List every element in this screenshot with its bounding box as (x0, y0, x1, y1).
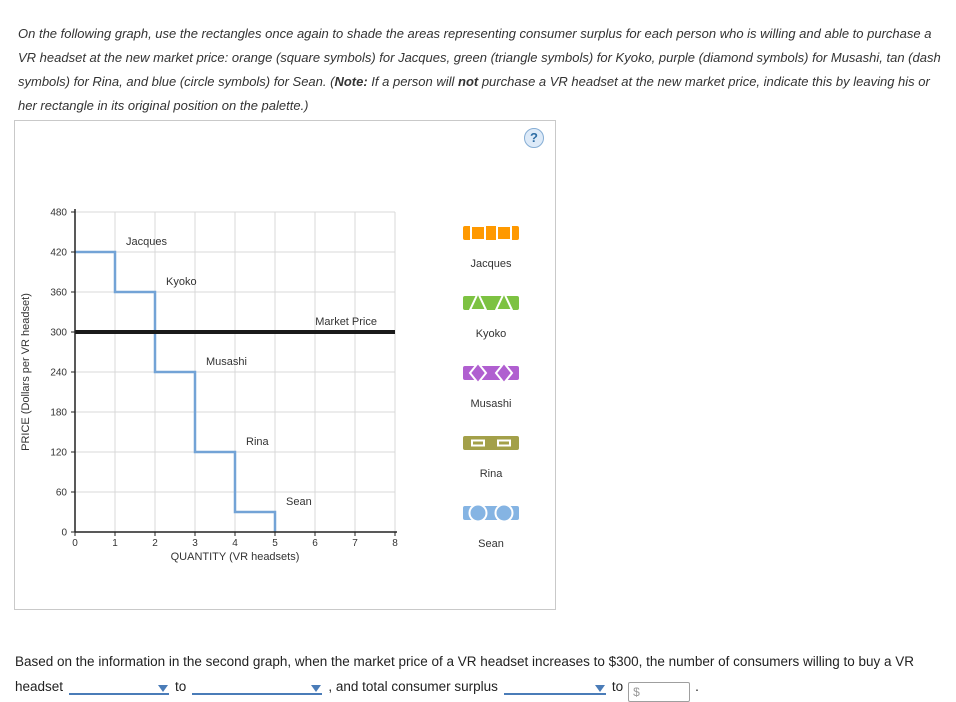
palette-item-kyoko[interactable]: Kyoko (431, 287, 551, 357)
palette-label: Sean (478, 538, 504, 550)
jacques-square-rectangle-icon (463, 225, 519, 241)
question-to1: to (175, 678, 187, 694)
x-tick-label: 2 (152, 538, 158, 549)
question-period: . (695, 678, 699, 694)
y-tick-label: 300 (50, 328, 67, 339)
y-tick-label: 420 (50, 248, 67, 259)
kyoko-triangle-rectangle-icon (463, 290, 519, 311)
step-label: Rina (246, 436, 270, 448)
y-tick-label: 480 (50, 208, 67, 219)
symbol-palette: Jacques Kyoko Musashi Rina Sean (431, 217, 551, 567)
step-label: Kyoko (166, 276, 197, 288)
demand-curve (75, 250, 277, 532)
dropdown-arrow-icon (594, 684, 605, 692)
question-part2: , and total consumer surplus (328, 678, 498, 694)
dropdown-number-of-consumers-value[interactable] (192, 682, 323, 695)
dropdown-number-of-consumers-change[interactable] (69, 682, 170, 695)
palette-item-musashi[interactable]: Musashi (431, 357, 551, 427)
dropdown-arrow-icon (158, 684, 169, 692)
y-tick-label: 60 (56, 488, 68, 499)
y-tick-label: 0 (61, 528, 67, 539)
step-label: Sean (286, 496, 312, 508)
market-price-label: Market Price (315, 316, 377, 328)
palette-item-rina[interactable]: Rina (431, 427, 551, 497)
x-tick-label: 3 (192, 538, 198, 549)
x-tick-label: 6 (312, 538, 318, 549)
help-icon[interactable]: ? (524, 128, 544, 148)
instructions-note-label: Note: (334, 74, 368, 89)
x-tick-label: 5 (272, 538, 278, 549)
question-text: Based on the information in the second g… (15, 649, 947, 702)
palette-item-jacques[interactable]: Jacques (431, 217, 551, 287)
step-label: Musashi (206, 356, 247, 368)
x-axis-title: QUANTITY (VR headsets) (171, 551, 300, 563)
demand-graph[interactable]: Market Price 0 60 120 180 240 300 360 420 480 0 1 2 3… (15, 200, 435, 572)
sean-circle-rectangle-icon (463, 503, 519, 523)
palette-label: Rina (479, 468, 503, 480)
dropdown-arrow-icon (311, 684, 322, 692)
y-tick-label: 120 (50, 448, 67, 459)
instructions-text: On the following graph, use the rectangl… (18, 22, 944, 118)
question-part1: Based on the information in the second g… (15, 653, 915, 694)
instructions-emphasis: not (458, 74, 479, 89)
x-tick-label: 7 (352, 538, 358, 549)
graph-panel: ? Market Price 0 60 120 180 240 300 360 420 480 0 1… (14, 120, 556, 610)
palette-label: Kyoko (475, 328, 507, 340)
y-tick-label: 240 (50, 368, 67, 379)
x-tick-label: 1 (112, 538, 118, 549)
x-tick-label: 0 (72, 538, 78, 549)
currency-symbol: $ (633, 684, 640, 699)
palette-label: Jacques (470, 258, 512, 270)
dropdown-consumer-surplus-change[interactable] (503, 682, 606, 695)
instructions-part1: On the following graph, use the rectangl… (18, 26, 941, 89)
y-tick-label: 360 (50, 288, 67, 299)
instructions-part3: purchase a VR headset at the new market … (18, 74, 930, 113)
palette-item-sean[interactable]: Sean (431, 497, 551, 567)
consumer-surplus-amount-input[interactable]: $ (628, 681, 691, 702)
x-tick-label: 4 (232, 538, 238, 549)
y-tick-label: 180 (50, 408, 67, 419)
rina-dash-rectangle-icon (463, 436, 519, 450)
question-to2: to (611, 678, 624, 694)
musashi-diamond-rectangle-icon (463, 361, 519, 385)
palette-label: Musashi (470, 398, 512, 410)
x-tick-label: 8 (392, 538, 398, 549)
instructions-part2: If a person will (367, 74, 458, 89)
y-axis-title: PRICE (Dollars per VR headset) (20, 293, 32, 451)
step-label: Jacques (126, 236, 167, 248)
